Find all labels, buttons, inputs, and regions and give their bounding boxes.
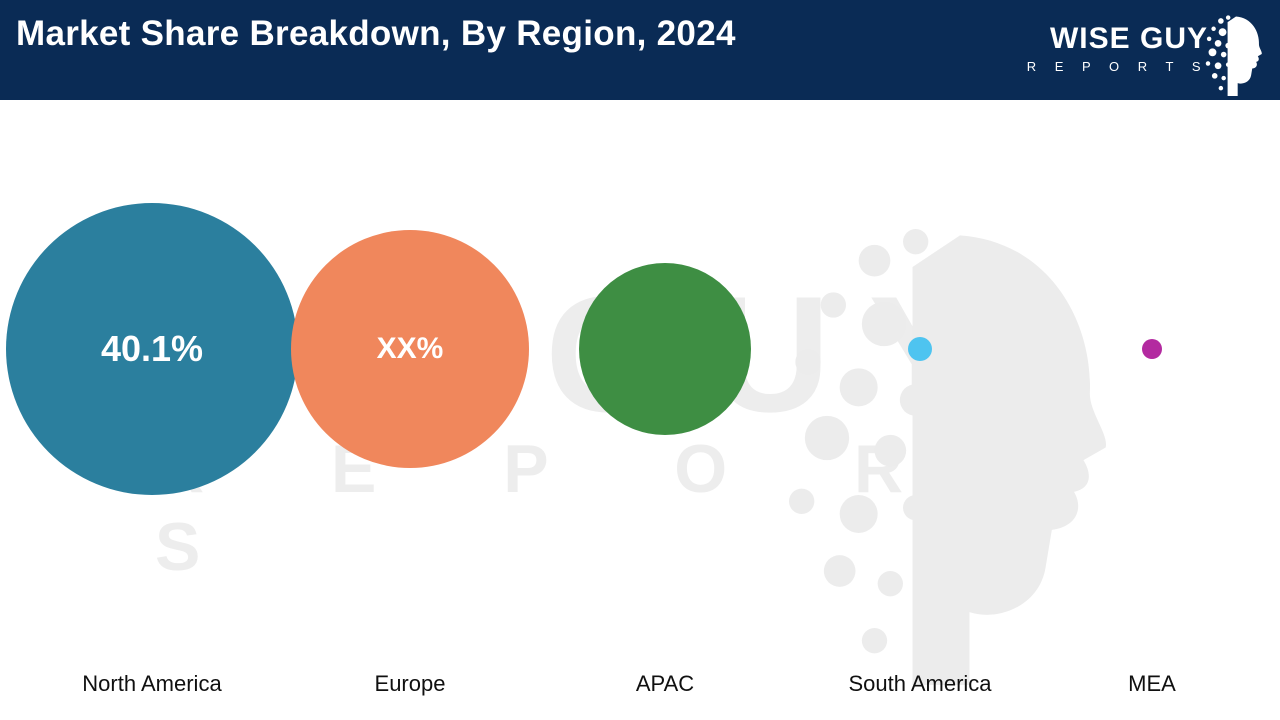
wiseguy-logo: WISE GUY R E P O R T S bbox=[1027, 10, 1270, 96]
bubble-north-america: 40.1% bbox=[6, 203, 298, 495]
wiseguy-head-icon bbox=[1205, 15, 1262, 96]
watermark-head-icon bbox=[789, 229, 1106, 685]
category-label-south-america: South America bbox=[848, 671, 992, 696]
logo-subtitle: R E P O R T S bbox=[1026, 59, 1208, 74]
bubble-apac bbox=[579, 263, 751, 435]
header-bar: Market Share Breakdown, By Region, 2024 … bbox=[0, 0, 1280, 100]
category-label-apac: APAC bbox=[635, 671, 695, 696]
bubble-value-label: XX% bbox=[376, 332, 444, 365]
bubble-europe: XX% bbox=[291, 230, 529, 468]
logo-wordmark: WISE GUY bbox=[1049, 22, 1208, 55]
logo-text: WISE GUY R E P O R T S bbox=[1027, 22, 1208, 74]
page-title: Market Share Breakdown, By Region, 2024 bbox=[16, 14, 736, 53]
bubble-chart: GUY R E P O R T S North America Europe A… bbox=[0, 100, 1280, 720]
category-label-mea: MEA bbox=[1128, 671, 1176, 696]
bubble-south-america bbox=[908, 337, 932, 361]
bubble-mea bbox=[1142, 339, 1162, 359]
category-label-north-america: North America bbox=[82, 671, 222, 696]
category-label-europe: Europe bbox=[374, 671, 446, 696]
bubble-value-label: 40.1% bbox=[100, 328, 204, 369]
